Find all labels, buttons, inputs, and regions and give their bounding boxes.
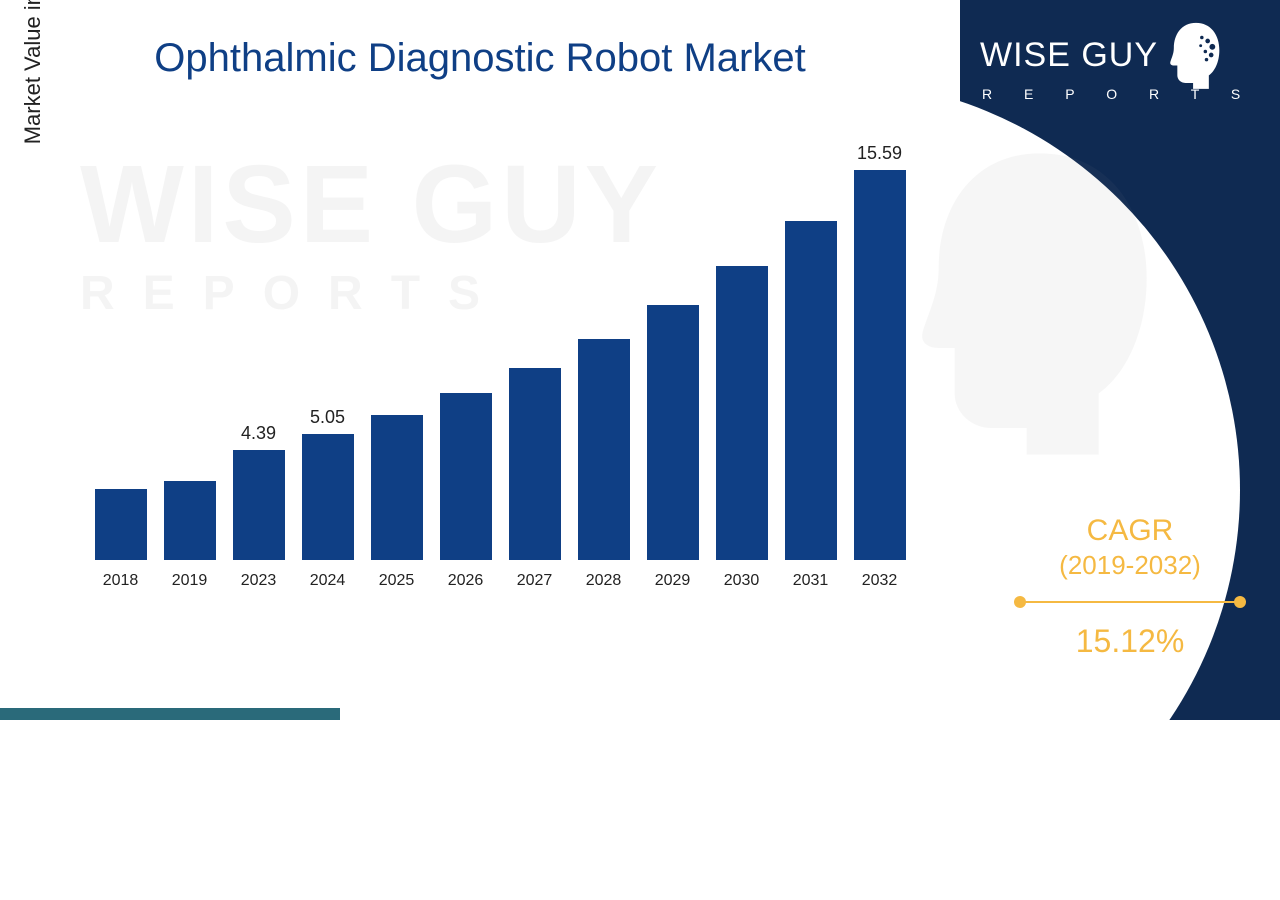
bar-wrap xyxy=(577,339,630,560)
bar-wrap xyxy=(715,266,768,560)
bar xyxy=(371,415,423,560)
bar xyxy=(164,481,216,560)
bar-wrap xyxy=(439,393,492,561)
x-tick: 2023 xyxy=(232,572,285,590)
x-tick: 2027 xyxy=(508,572,561,590)
bar-wrap xyxy=(163,481,216,560)
x-tick: 2024 xyxy=(301,572,354,590)
cagr-period: (2019-2032) xyxy=(1000,550,1260,581)
brand-name: WISE GUY xyxy=(980,36,1158,75)
bar xyxy=(647,305,699,560)
brand-logo: WISE GUY R E P O R T S xyxy=(980,20,1260,102)
x-tick: 2028 xyxy=(577,572,630,590)
y-axis-label: Market Value in USD Billion xyxy=(20,0,46,190)
brand-sub: R E P O R T S xyxy=(982,86,1260,102)
bar-wrap xyxy=(370,415,423,560)
x-tick: 2025 xyxy=(370,572,423,590)
bar-wrap: 15.59 xyxy=(853,170,906,560)
x-tick: 2026 xyxy=(439,572,492,590)
chart-title: Ophthalmic Diagnostic Robot Market xyxy=(0,36,960,81)
brand-head-icon xyxy=(1166,20,1226,90)
bars-container: 4.39 5.05 15.59 xyxy=(90,160,910,560)
plot-area: 4.395.0515.59 20182019202320242025202620… xyxy=(90,160,910,590)
cagr-label: CAGR xyxy=(1000,514,1260,548)
x-tick: 2030 xyxy=(715,572,768,590)
bar xyxy=(440,393,492,561)
bar-wrap: 4.39 xyxy=(232,450,285,560)
bar-wrap xyxy=(646,305,699,560)
cagr-divider xyxy=(1020,601,1240,603)
x-tick: 2018 xyxy=(94,572,147,590)
bar xyxy=(785,221,837,560)
x-tick: 2029 xyxy=(646,572,699,590)
bar xyxy=(302,434,354,560)
bar-value-label: 5.05 xyxy=(310,407,345,428)
bar-value-label: 4.39 xyxy=(241,423,276,444)
x-tick: 2032 xyxy=(853,572,906,590)
x-axis: 2018 2019 2023 2024 2025 2026 2027 2028 2029 2030… xyxy=(90,572,910,590)
bar-wrap xyxy=(94,489,147,560)
bottom-accent-bar xyxy=(0,708,340,720)
bar-wrap xyxy=(784,221,837,560)
bar-wrap: 5.05 xyxy=(301,434,354,560)
cagr-block: CAGR (2019-2032) 15.12% xyxy=(1000,514,1260,660)
chart-area: Ophthalmic Diagnostic Robot Market WISE … xyxy=(0,0,960,720)
x-tick: 2031 xyxy=(784,572,837,590)
bar xyxy=(95,489,147,560)
bar xyxy=(233,450,285,560)
bar-value-label: 15.59 xyxy=(857,143,902,164)
bar xyxy=(854,170,906,560)
bar xyxy=(509,368,561,561)
x-tick: 2019 xyxy=(163,572,216,590)
bar-wrap xyxy=(508,368,561,561)
bar xyxy=(716,266,768,560)
bar xyxy=(578,339,630,560)
cagr-value: 15.12% xyxy=(1000,623,1260,660)
